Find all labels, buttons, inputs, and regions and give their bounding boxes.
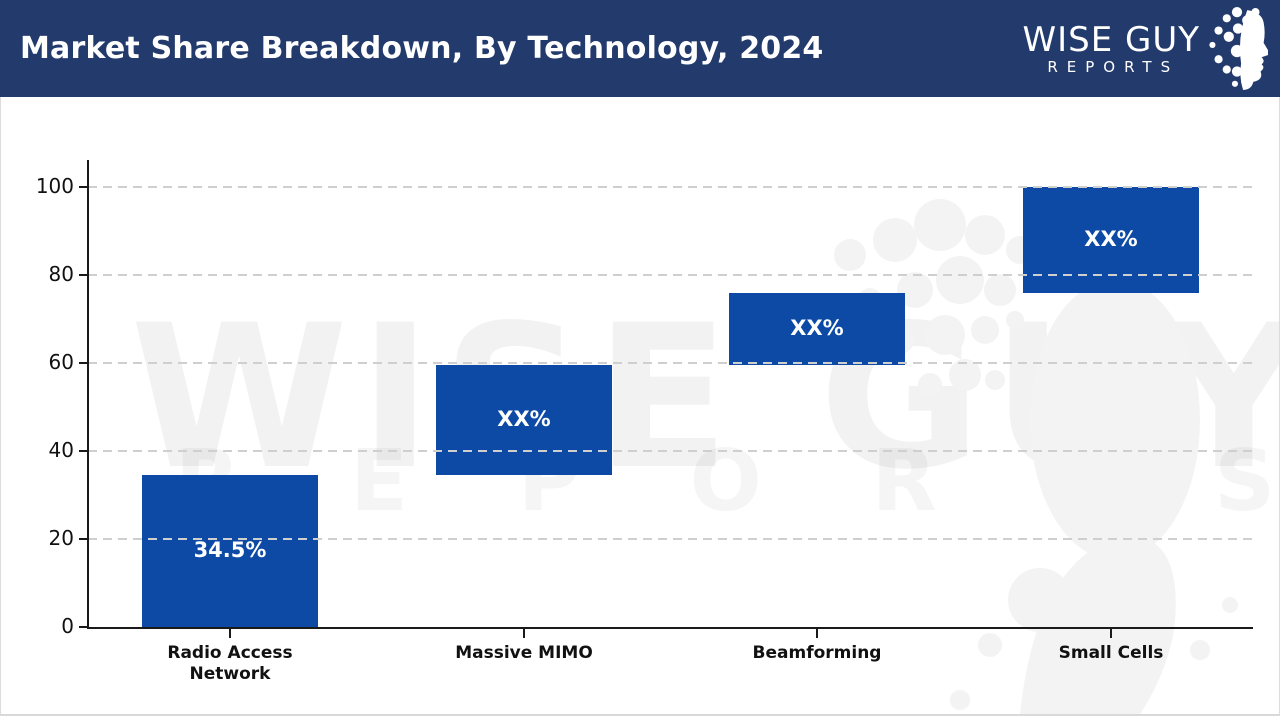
x-tick [816,629,818,638]
logo-wordmark: WISE GUY [1022,19,1200,60]
bar-value-label: XX% [497,407,551,432]
y-axis-spine [87,160,89,629]
x-tick [1110,629,1112,638]
x-axis-label: Massive MIMO [455,643,593,663]
x-axis-label: Small Cells [1058,643,1164,663]
y-tick [79,450,88,452]
bar-value-label: 34.5% [193,538,267,563]
y-tick [79,362,88,364]
y-tick [79,538,88,540]
y-tick-label: 100 [35,174,74,198]
x-tick [229,629,231,638]
logo-face-icon [1209,6,1268,90]
gridline [88,186,1253,188]
bar: XX% [436,365,612,476]
gridline [88,274,1253,276]
y-tick-label: 20 [48,526,74,550]
y-tick-label: 80 [48,262,74,286]
x-axis-label: Beamforming [752,643,882,663]
gridline [88,362,1253,364]
bar: 34.5% [142,475,318,627]
bar: XX% [729,292,905,366]
page-title: Market Share Breakdown, By Technology, 2… [20,31,824,66]
gridline [88,538,1253,540]
x-axis-spine [87,627,1253,629]
y-tick-label: 40 [48,438,74,462]
x-tick [523,629,525,638]
brand-logo-text: WISE GUY REPORTS [1022,22,1200,76]
y-tick [79,186,88,188]
gridline [88,450,1253,452]
header: Market Share Breakdown, By Technology, 2… [0,0,1280,97]
logo-subtitle: REPORTS [1047,57,1180,76]
y-tick [79,626,88,628]
bar-value-label: XX% [790,315,844,340]
x-axis-label: Radio Access Network [167,643,293,684]
bar-value-label: XX% [1084,226,1138,251]
bar: XX% [1023,187,1199,293]
chart-area: WISE GUY R E P O R T S 02040608010034.5%… [0,97,1280,714]
brand-logo: WISE GUY REPORTS [1022,6,1268,92]
y-tick-label: 60 [48,350,74,374]
watermark-face-dots [834,199,1238,714]
y-tick [79,274,88,276]
y-tick-label: 0 [61,614,74,638]
